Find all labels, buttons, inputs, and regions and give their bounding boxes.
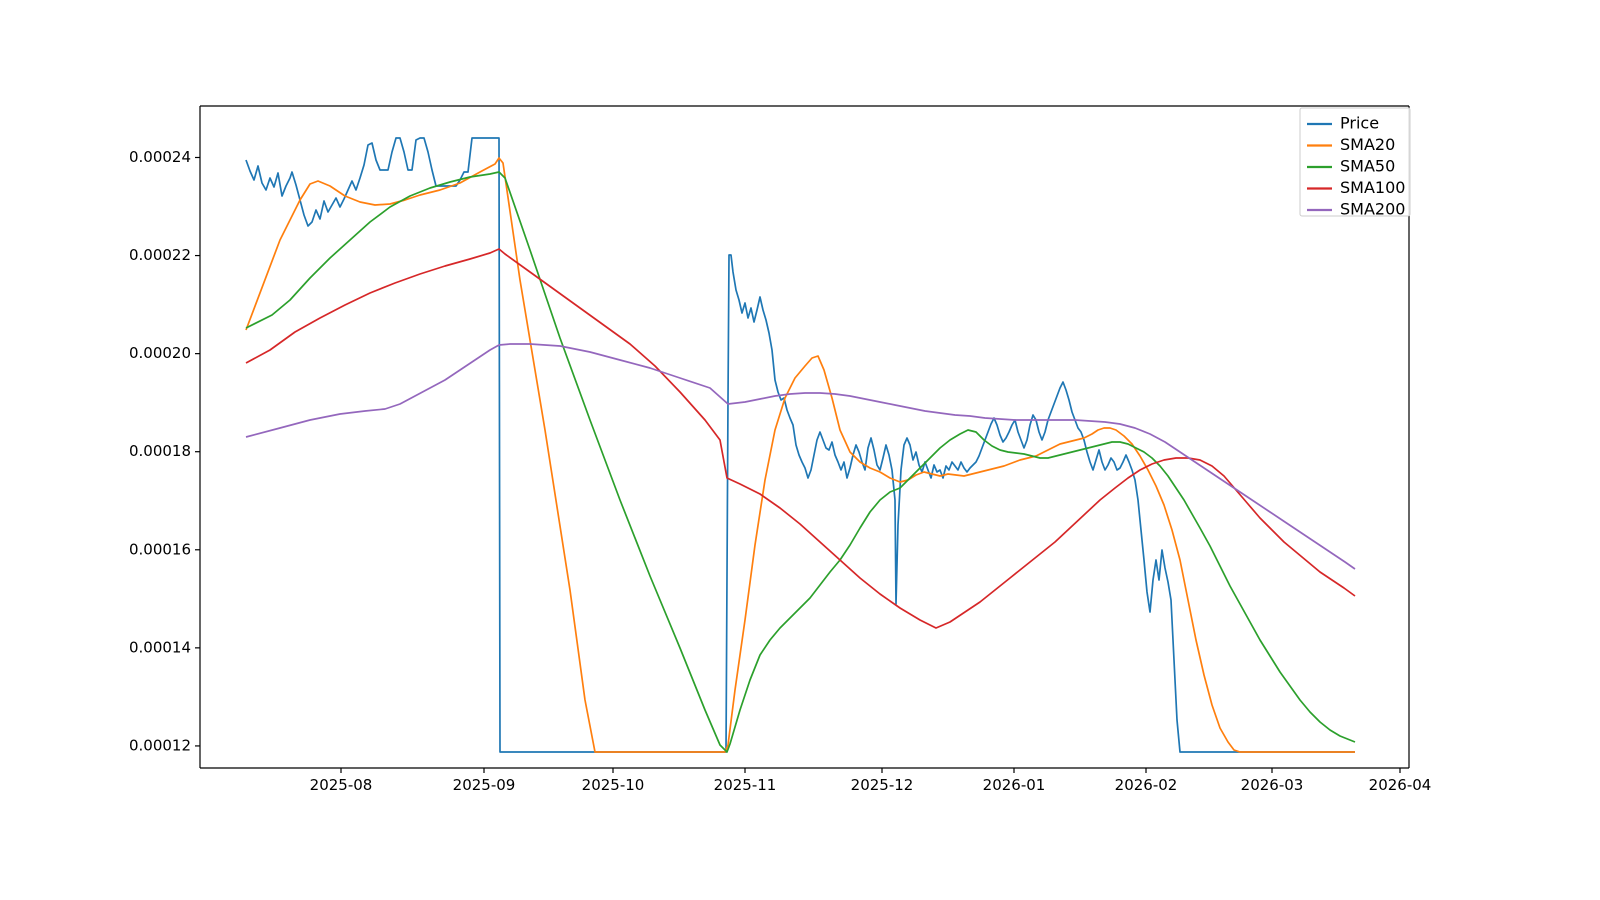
y-axis-tick-marks: [195, 156, 200, 747]
y-tick-label: 0.00014: [129, 638, 191, 656]
y-axis-tick-labels: 0.00012 0.00014 0.00016 0.00018 0.00020 0.000…: [129, 148, 191, 754]
x-tick-label: 2025-09: [453, 776, 516, 794]
plot-area-background: [200, 106, 1409, 768]
legend-label: SMA100: [1340, 178, 1405, 197]
legend-entry-sma100[interactable]: SMA100: [1307, 178, 1405, 197]
x-tick-label: 2026-01: [983, 776, 1046, 794]
x-tick-label: 2026-03: [1241, 776, 1304, 794]
legend-entry-sma50[interactable]: SMA50: [1307, 157, 1395, 176]
series-line-sma100: [245, 248, 1356, 629]
y-tick-label: 0.00020: [129, 344, 191, 362]
x-tick-label: 2026-04: [1369, 776, 1432, 794]
y-tick-label: 0.00022: [129, 246, 191, 264]
x-axis-tick-labels: 2025-08 2025-09 2025-10 2025-11 2025-12 2026-…: [310, 776, 1432, 794]
legend-entry-sma200[interactable]: SMA200: [1307, 200, 1405, 219]
legend-entry-sma20[interactable]: SMA20: [1307, 135, 1395, 154]
legend-label: Price: [1340, 114, 1379, 133]
chart-legend[interactable]: Price SMA20 SMA50 SMA100 SMA200: [1299, 107, 1411, 219]
series-line-price: [245, 137, 1355, 753]
legend-entries: Price SMA20 SMA50 SMA100 SMA200: [1307, 114, 1405, 219]
legend-label: SMA200: [1340, 200, 1405, 219]
y-tick-label: 0.00024: [129, 148, 191, 166]
legend-label: SMA50: [1340, 157, 1395, 176]
axes-spines: [199, 105, 1410, 769]
y-tick-label: 0.00012: [129, 736, 191, 754]
x-tick-label: 2026-02: [1115, 776, 1178, 794]
y-tick-label: 0.00016: [129, 540, 191, 558]
x-tick-label: 2025-12: [851, 776, 914, 794]
x-tick-label: 2025-10: [582, 776, 645, 794]
legend-entry-price[interactable]: Price: [1307, 114, 1379, 133]
data-series-group: [245, 137, 1356, 753]
y-tick-label: 0.00018: [129, 442, 191, 460]
legend-label: SMA20: [1340, 135, 1395, 154]
x-axis-tick-marks: [340, 768, 1401, 773]
x-tick-label: 2025-08: [310, 776, 373, 794]
x-tick-label: 2025-11: [714, 776, 777, 794]
series-line-sma50: [245, 171, 1356, 753]
series-line-sma200: [245, 343, 1356, 570]
